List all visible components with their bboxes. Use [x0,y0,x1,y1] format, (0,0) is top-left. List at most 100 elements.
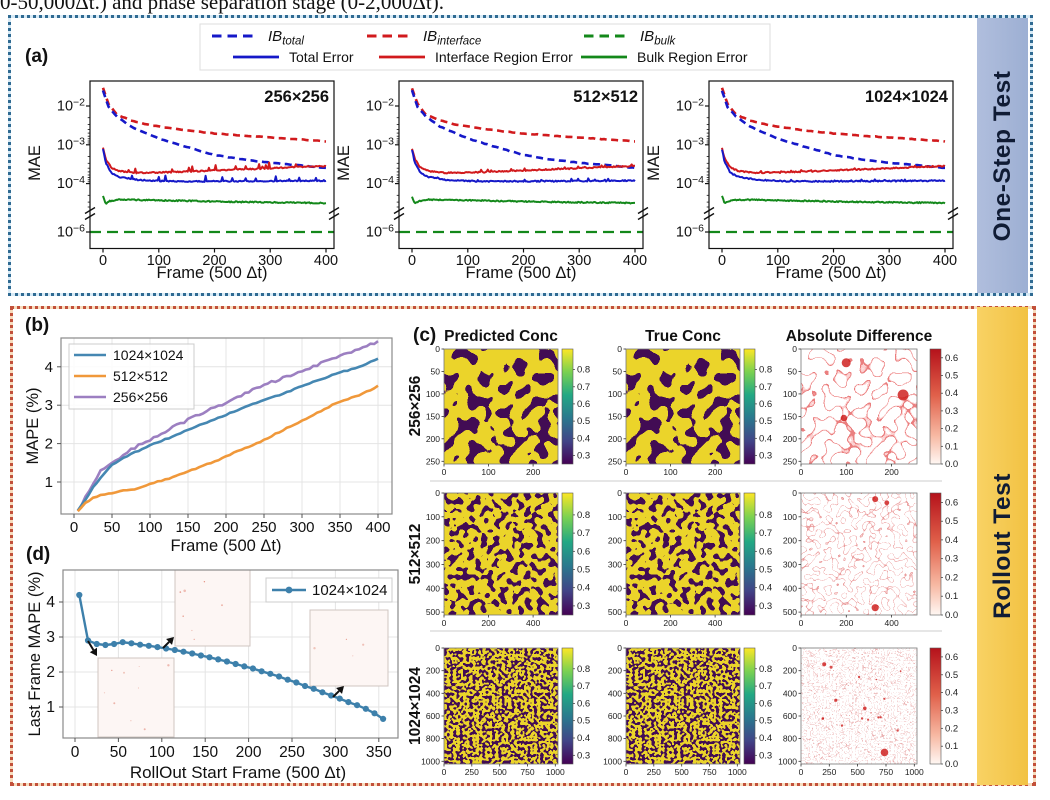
svg-text:0: 0 [624,767,629,777]
svg-text:400: 400 [314,253,338,269]
svg-text:10−4: 10−4 [57,174,85,192]
svg-text:50: 50 [431,367,441,377]
svg-text:0.1: 0.1 [945,741,958,752]
svg-text:0.0: 0.0 [945,759,958,770]
svg-text:400: 400 [623,253,647,269]
svg-text:800: 800 [608,734,622,744]
svg-text:10−2: 10−2 [366,97,394,115]
svg-text:256×256: 256×256 [407,375,424,436]
svg-text:Interface Region Error: Interface Region Error [435,49,573,65]
svg-text:1000: 1000 [421,756,440,766]
svg-text:0.8: 0.8 [759,510,772,521]
svg-text:0.6: 0.6 [577,399,590,410]
svg-text:MAE: MAE [335,145,353,181]
svg-text:0: 0 [70,519,78,536]
svg-text:10−3: 10−3 [366,135,394,153]
svg-text:(c): (c) [413,325,436,346]
svg-text:0: 0 [617,488,622,498]
svg-text:0.3: 0.3 [759,750,772,761]
svg-text:0: 0 [71,744,80,761]
svg-text:0.6: 0.6 [759,698,772,709]
svg-text:100: 100 [839,467,853,477]
svg-text:200: 200 [783,666,797,676]
svg-text:100: 100 [481,467,495,477]
svg-text:0.8: 0.8 [759,365,772,376]
svg-text:0.7: 0.7 [759,681,772,692]
svg-text:200: 200 [783,536,797,546]
svg-text:250: 250 [426,456,440,466]
svg-text:100: 100 [783,512,797,522]
svg-text:0.5: 0.5 [577,416,590,427]
svg-text:0.6: 0.6 [577,546,590,557]
svg-text:200: 200 [608,434,622,444]
svg-text:4: 4 [45,359,53,376]
svg-text:512×512: 512×512 [407,524,424,585]
svg-text:2: 2 [46,664,55,681]
svg-text:1: 1 [45,474,53,491]
svg-text:200: 200 [821,253,845,269]
svg-text:200: 200 [526,467,540,477]
svg-text:3: 3 [46,629,55,646]
svg-text:750: 750 [520,767,534,777]
svg-text:600: 600 [426,711,440,721]
svg-text:0.1: 0.1 [945,591,958,602]
svg-text:512×512: 512×512 [573,88,638,106]
svg-text:400: 400 [783,688,797,698]
svg-text:1: 1 [46,699,55,716]
svg-text:0: 0 [799,618,804,628]
svg-text:0.4: 0.4 [759,733,772,744]
svg-text:0.7: 0.7 [577,382,590,393]
svg-text:400: 400 [426,583,440,593]
svg-text:MAE: MAE [645,145,663,181]
svg-text:0: 0 [792,344,797,354]
svg-text:200: 200 [426,536,440,546]
svg-text:1024×1024: 1024×1024 [407,667,424,745]
svg-text:400: 400 [933,253,957,269]
svg-text:Frame (500 Δt): Frame (500 Δt) [157,264,268,282]
svg-text:2: 2 [45,436,53,453]
svg-text:0.0: 0.0 [945,610,958,621]
svg-text:200: 200 [608,666,622,676]
svg-text:10−3: 10−3 [57,135,85,153]
svg-text:0: 0 [442,467,447,477]
svg-text:0.1: 0.1 [945,441,958,452]
svg-text:400: 400 [885,618,899,628]
svg-text:200: 200 [839,618,853,628]
svg-text:500: 500 [426,607,440,617]
svg-text:100: 100 [147,253,171,269]
svg-text:200: 200 [708,467,722,477]
svg-text:Total Error: Total Error [289,49,354,65]
svg-text:256×256: 256×256 [264,88,329,106]
svg-text:0.5: 0.5 [945,371,958,382]
svg-text:400: 400 [426,688,440,698]
svg-text:100: 100 [426,389,440,399]
svg-text:1000: 1000 [546,767,565,777]
svg-text:350: 350 [327,519,352,536]
svg-text:4: 4 [46,594,55,611]
svg-text:150: 150 [175,519,200,536]
svg-text:1000: 1000 [603,756,622,766]
svg-text:200: 200 [426,666,440,676]
svg-text:150: 150 [608,411,622,421]
svg-text:Bulk Region Error: Bulk Region Error [637,49,748,65]
svg-text:0.8: 0.8 [577,664,590,675]
svg-text:50: 50 [104,519,121,536]
svg-text:500: 500 [851,767,865,777]
svg-text:1024×1024: 1024×1024 [865,88,949,106]
svg-text:0.0: 0.0 [945,459,958,470]
svg-text:0.3: 0.3 [577,750,590,761]
svg-text:0.5: 0.5 [759,565,772,576]
svg-text:300: 300 [567,253,591,269]
svg-text:0.8: 0.8 [577,510,590,521]
svg-text:0.6: 0.6 [945,652,958,663]
svg-text:True Conc: True Conc [645,328,721,345]
svg-text:1024×1024: 1024×1024 [113,347,184,363]
svg-text:0.6: 0.6 [577,698,590,709]
svg-text:MAE: MAE [26,145,44,181]
svg-text:250: 250 [279,744,305,761]
svg-text:1000: 1000 [905,767,924,777]
svg-text:Frame (500 Δt): Frame (500 Δt) [466,264,577,282]
svg-text:1000: 1000 [728,767,747,777]
svg-text:150: 150 [192,744,218,761]
svg-text:300: 300 [877,253,901,269]
